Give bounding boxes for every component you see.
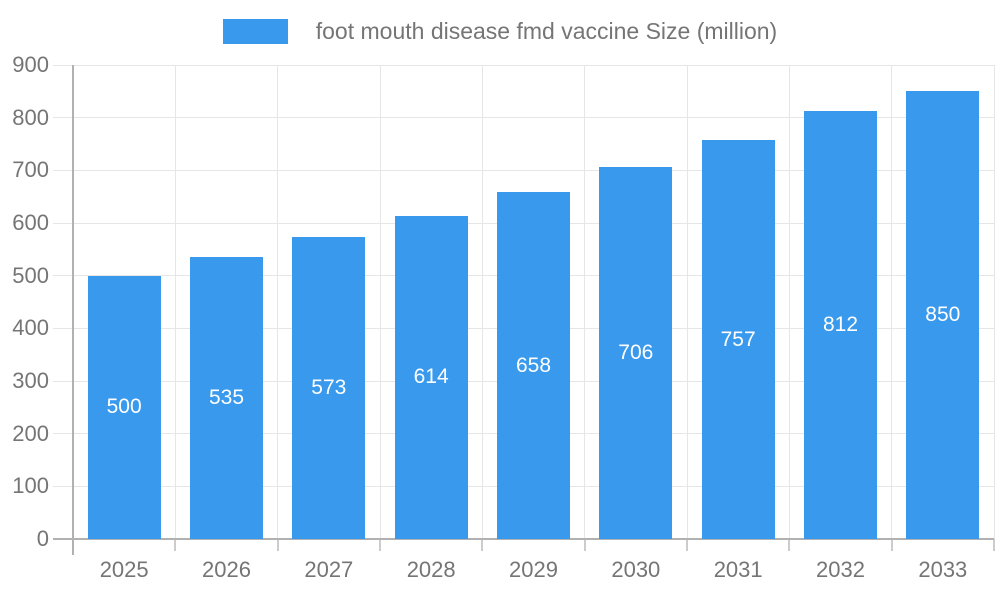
bar-2027[interactable]: 573 [292,237,366,539]
y-axis-tick-label: 200 [12,420,49,446]
bar-2033[interactable]: 850 [906,91,980,539]
y-axis-line [72,65,74,555]
bar-2029-text: 658 [515,353,552,377]
y-axis-tick-label: 500 [12,262,49,288]
legend-series-label: foot mouth disease fmd vaccine Size (mil… [315,17,778,44]
x-axis-tick [481,539,484,551]
x-axis-category-label: 2028 [406,557,456,582]
x-axis-category-label: 2033 [918,557,968,582]
x-axis-category-label: 2029 [509,557,558,582]
x-axis-category-label: 2031 [713,557,763,582]
x-gridline [686,65,688,539]
bar-2027-text: 573 [311,376,347,400]
x-axis-category-label: 2027 [304,557,354,582]
bar-2026[interactable]: 535 [190,257,263,539]
x-axis-tick [583,539,586,551]
bar-2026-text: 535 [208,386,245,410]
y-axis-tick-label: 0 [36,526,49,551]
x-gridline [584,65,586,539]
x-gridline [277,65,279,539]
x-axis-tick [174,539,177,551]
x-axis-tick [276,539,279,551]
bar-2032[interactable]: 812 [804,111,877,539]
bar-2028[interactable]: 614 [394,215,468,539]
x-axis-category-label: 2026 [202,557,251,582]
x-axis-tick [993,539,995,551]
x-axis-tick [890,539,893,551]
bar-2025[interactable]: 500 [87,275,161,539]
y-axis-tick-label: 300 [12,368,49,393]
bar-2031[interactable]: 757 [701,140,775,539]
x-gridline [891,65,893,539]
y-axis-tick-label: 400 [12,315,49,341]
legend-item[interactable]: foot mouth disease fmd vaccine Size (mil… [222,17,778,45]
x-axis-tick [788,539,791,551]
bar-2032-text: 812 [822,313,859,337]
x-axis-tick [686,539,688,551]
x-axis-category-label: 2032 [816,557,865,582]
x-axis-line [53,538,994,540]
bar-2033-text: 850 [925,303,961,327]
y-axis-tick-label: 900 [12,52,49,77]
legend-color-swatch [222,18,288,44]
bar-2030-text: 706 [618,341,654,365]
y-gridline [53,169,994,171]
bar-2025-text: 500 [106,395,142,419]
x-gridline [174,65,176,539]
x-axis-category-label: 2030 [611,557,661,582]
x-gridline [788,65,790,539]
x-gridline [379,65,381,539]
bar-2028-text: 614 [413,365,449,389]
chart-legend: foot mouth disease fmd vaccine Size (mil… [0,12,1000,50]
bar-2031-text: 757 [720,327,756,351]
x-axis-tick [379,539,381,551]
y-gridline [53,117,994,119]
y-axis-tick-label: 600 [12,210,49,235]
x-axis-category-label: 2025 [99,557,149,582]
x-gridline [993,65,995,539]
bar-2029[interactable]: 658 [497,192,570,539]
y-gridline [53,64,994,66]
bar-2030[interactable]: 706 [599,167,673,539]
y-axis-tick-label: 700 [12,157,49,183]
x-gridline [481,65,483,539]
y-axis-tick-label: 800 [12,104,49,130]
y-axis-tick-label: 100 [12,473,49,499]
